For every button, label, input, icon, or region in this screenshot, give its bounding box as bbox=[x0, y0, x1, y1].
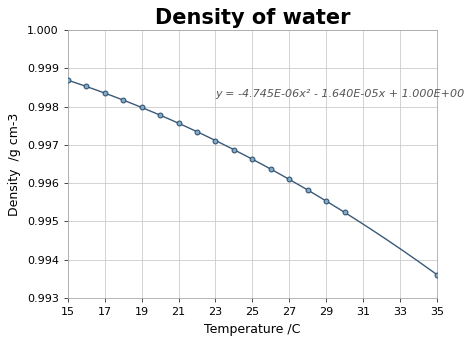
Y-axis label: Density  /g cm-3: Density /g cm-3 bbox=[9, 112, 21, 216]
Title: Density of water: Density of water bbox=[155, 8, 350, 28]
Text: y = -4.745E-06x² - 1.640E-05x + 1.000E+00: y = -4.745E-06x² - 1.640E-05x + 1.000E+0… bbox=[216, 89, 465, 99]
X-axis label: Temperature /C: Temperature /C bbox=[204, 323, 301, 336]
